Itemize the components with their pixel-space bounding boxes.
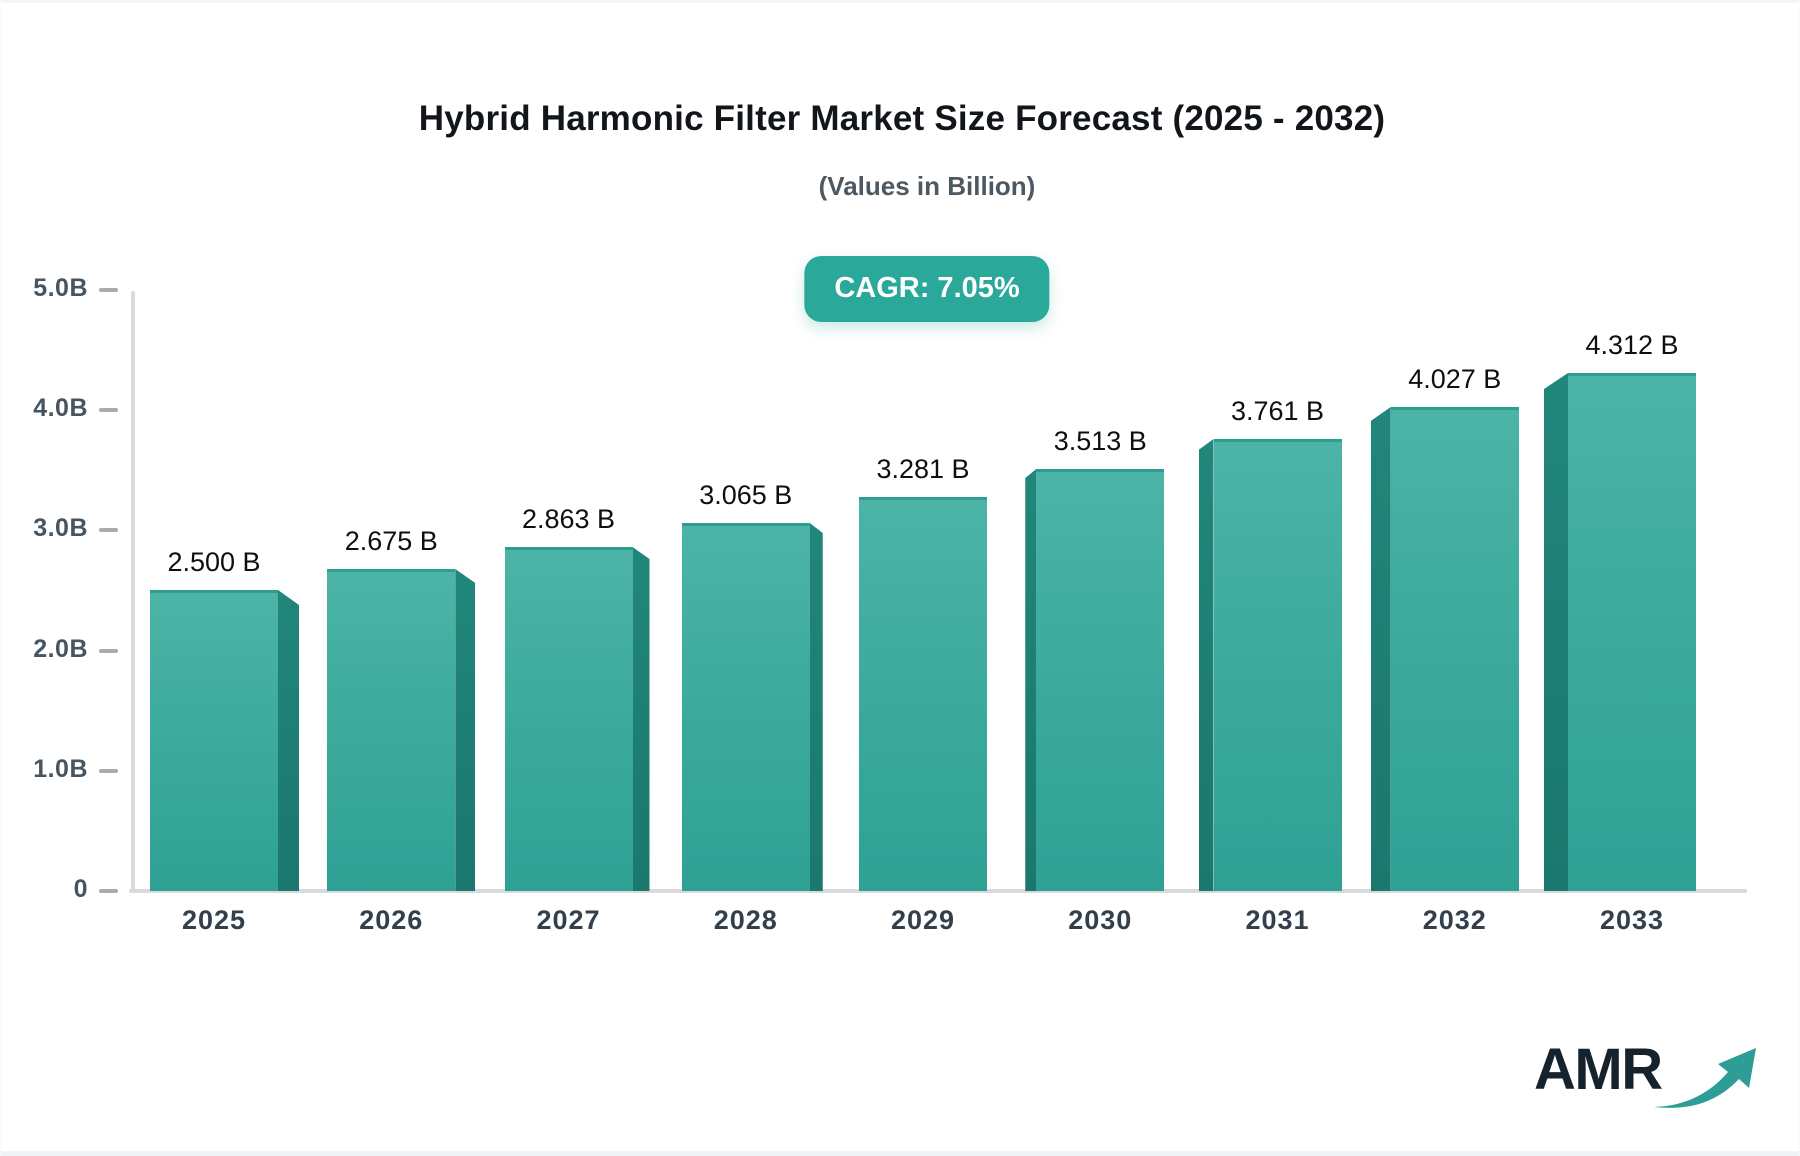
bar-3d-side — [455, 569, 476, 891]
bar — [681, 523, 810, 891]
bar — [327, 569, 456, 891]
chart-subtitle: (Values in Billion) — [818, 171, 1036, 201]
chart-title: Hybrid Harmonic Filter Market Size Forec… — [418, 99, 1386, 138]
x-axis-label: 2031 — [1245, 905, 1310, 935]
x-axis-label: 2025 — [181, 905, 247, 935]
bar-3d-side — [1370, 407, 1391, 891]
y-tick-dash — [99, 889, 118, 893]
bar-value-label: 3.065 B — [699, 480, 793, 510]
bar-value-label: 4.312 B — [1585, 330, 1679, 360]
amr-logo-text: AMR — [1534, 1037, 1663, 1102]
bar-value-label: 3.513 B — [1053, 426, 1147, 456]
y-tick-dash — [99, 288, 118, 292]
growth-arrow-icon — [1653, 1048, 1756, 1108]
x-axis-label: 2027 — [536, 905, 601, 935]
x-axis-line — [129, 889, 1747, 893]
bar — [1213, 439, 1342, 891]
y-tick-label: 2.0B — [33, 634, 88, 663]
bar-value-label: 2.500 B — [167, 547, 261, 577]
y-tick-dash — [99, 528, 118, 533]
y-axis-line — [131, 291, 135, 892]
x-axis-label: 2033 — [1599, 905, 1665, 935]
bar — [150, 590, 278, 891]
bar — [859, 497, 987, 891]
bar — [504, 547, 633, 891]
y-tick-label: 3.0B — [33, 514, 88, 543]
x-axis-label: 2030 — [1068, 905, 1133, 935]
plot-area: 5.0B 4.0B 3.0B 2.0B 1.0B 0 2.500 B 2025 2.675 B… — [2, 3, 1798, 1151]
bar-3d-side — [278, 590, 299, 891]
y-tick-label: 1.0B — [33, 754, 88, 783]
bar-value-label: 2.863 B — [521, 504, 616, 534]
x-axis-label: 2029 — [890, 905, 956, 935]
x-axis-label: 2028 — [713, 905, 778, 935]
bar-value-label: 3.761 B — [1230, 396, 1325, 426]
y-tick-dash — [99, 648, 118, 653]
y-tick-dash — [99, 408, 118, 413]
bar-value-label: 2.675 B — [344, 526, 438, 556]
amr-logo: AMR — [1534, 1041, 1772, 1117]
bar-3d-side — [632, 547, 650, 891]
bar-3d-side — [1544, 373, 1568, 891]
bar — [1036, 469, 1165, 891]
y-tick-label: 4.0B — [33, 394, 88, 423]
bar-value-label: 3.281 B — [876, 454, 970, 484]
bar — [1568, 373, 1696, 891]
y-tick-label: 5.0B — [33, 274, 88, 302]
cagr-badge: CAGR: 7.05% — [804, 256, 1050, 322]
bar-3d-side — [1198, 439, 1214, 891]
x-axis-label: 2026 — [359, 905, 424, 935]
bar-value-label: 4.027 B — [1408, 364, 1502, 394]
bar-3d-side — [1025, 469, 1037, 891]
x-axis-label: 2032 — [1422, 905, 1487, 935]
y-tick-label: 0 — [73, 875, 88, 903]
y-tick-dash — [99, 768, 118, 773]
bar-3d-side — [809, 523, 823, 891]
bar — [1390, 407, 1519, 891]
